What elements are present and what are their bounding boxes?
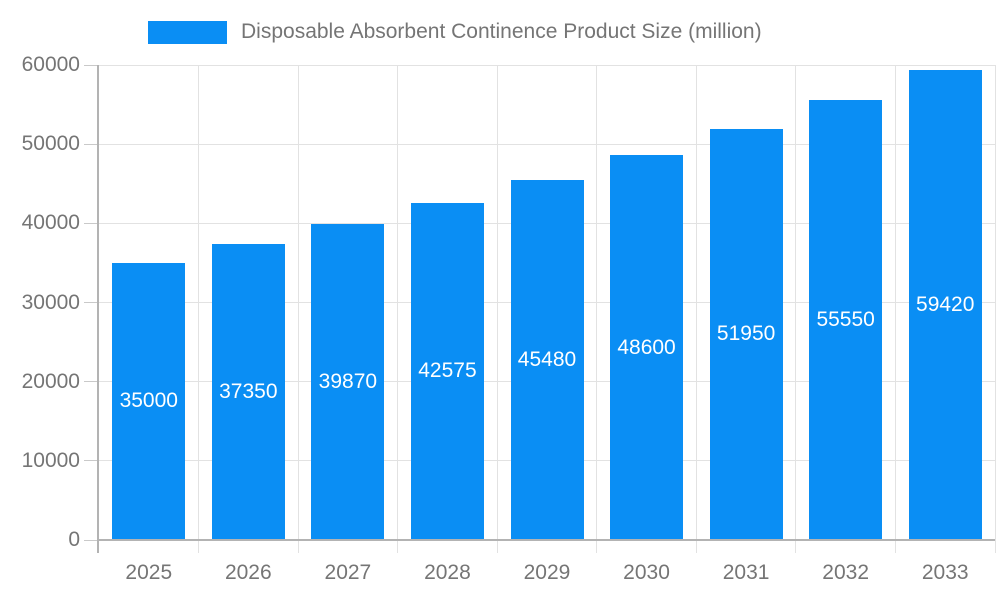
bar: 35000 bbox=[112, 262, 186, 540]
legend: Disposable Absorbent Continence Product … bbox=[148, 20, 762, 44]
bar: 48600 bbox=[610, 155, 684, 540]
y-axis-tick bbox=[84, 381, 99, 383]
y-axis-tick bbox=[84, 143, 99, 145]
legend-swatch bbox=[148, 20, 227, 44]
bar-value-label: 55550 bbox=[816, 308, 875, 332]
bar-value-label: 48600 bbox=[617, 335, 676, 359]
bar: 37350 bbox=[211, 244, 285, 540]
x-axis-label: 2025 bbox=[125, 561, 173, 584]
y-axis-label: 50000 bbox=[21, 132, 80, 156]
x-axis-label: 2029 bbox=[523, 561, 571, 584]
h-gridline bbox=[99, 64, 995, 66]
bar: 39870 bbox=[311, 224, 385, 540]
bar-value-label: 37350 bbox=[219, 380, 278, 404]
bar-value-label: 51950 bbox=[716, 322, 776, 346]
y-axis-label: 10000 bbox=[21, 448, 80, 472]
y-axis-tick bbox=[84, 222, 99, 224]
x-axis-label: 2033 bbox=[921, 561, 969, 584]
x-axis-label: 2031 bbox=[722, 561, 770, 584]
y-axis-line bbox=[97, 65, 99, 553]
v-gridline bbox=[994, 65, 996, 553]
v-gridline bbox=[695, 65, 697, 553]
v-gridline bbox=[297, 65, 299, 553]
h-gridline bbox=[99, 143, 995, 145]
v-gridline bbox=[496, 65, 498, 553]
bar-value-label: 42575 bbox=[418, 359, 477, 383]
x-axis-label: 2027 bbox=[324, 561, 372, 584]
y-axis-label: 40000 bbox=[21, 211, 80, 235]
bar: 59420 bbox=[908, 69, 982, 540]
y-axis-tick bbox=[84, 302, 99, 303]
bar: 45480 bbox=[510, 179, 584, 540]
bar: 51950 bbox=[709, 128, 783, 540]
x-axis-label: 2026 bbox=[224, 561, 272, 584]
bar-value-label: 35000 bbox=[119, 389, 178, 413]
y-axis-label: 0 bbox=[68, 528, 80, 551]
v-gridline bbox=[198, 65, 200, 553]
legend-label: Disposable Absorbent Continence Product … bbox=[241, 20, 762, 43]
bar-value-label: 45480 bbox=[517, 347, 577, 371]
v-gridline bbox=[596, 65, 598, 553]
bar-value-label: 39870 bbox=[318, 370, 378, 394]
v-gridline bbox=[397, 65, 399, 553]
x-axis-label: 2030 bbox=[623, 561, 670, 584]
v-gridline bbox=[894, 65, 896, 553]
bar: 55550 bbox=[809, 100, 883, 540]
y-axis-tick bbox=[84, 460, 99, 462]
y-axis-label: 30000 bbox=[21, 290, 80, 314]
y-axis-label: 20000 bbox=[21, 369, 80, 393]
y-axis-tick bbox=[84, 539, 99, 541]
x-axis-line bbox=[99, 539, 995, 541]
v-gridline bbox=[795, 65, 797, 553]
bar-value-label: 59420 bbox=[916, 292, 975, 316]
y-axis-tick bbox=[84, 64, 99, 66]
x-axis-label: 2028 bbox=[424, 561, 471, 584]
x-axis-label: 2032 bbox=[822, 561, 869, 584]
y-axis-label: 60000 bbox=[21, 53, 80, 76]
bar: 42575 bbox=[410, 202, 484, 540]
